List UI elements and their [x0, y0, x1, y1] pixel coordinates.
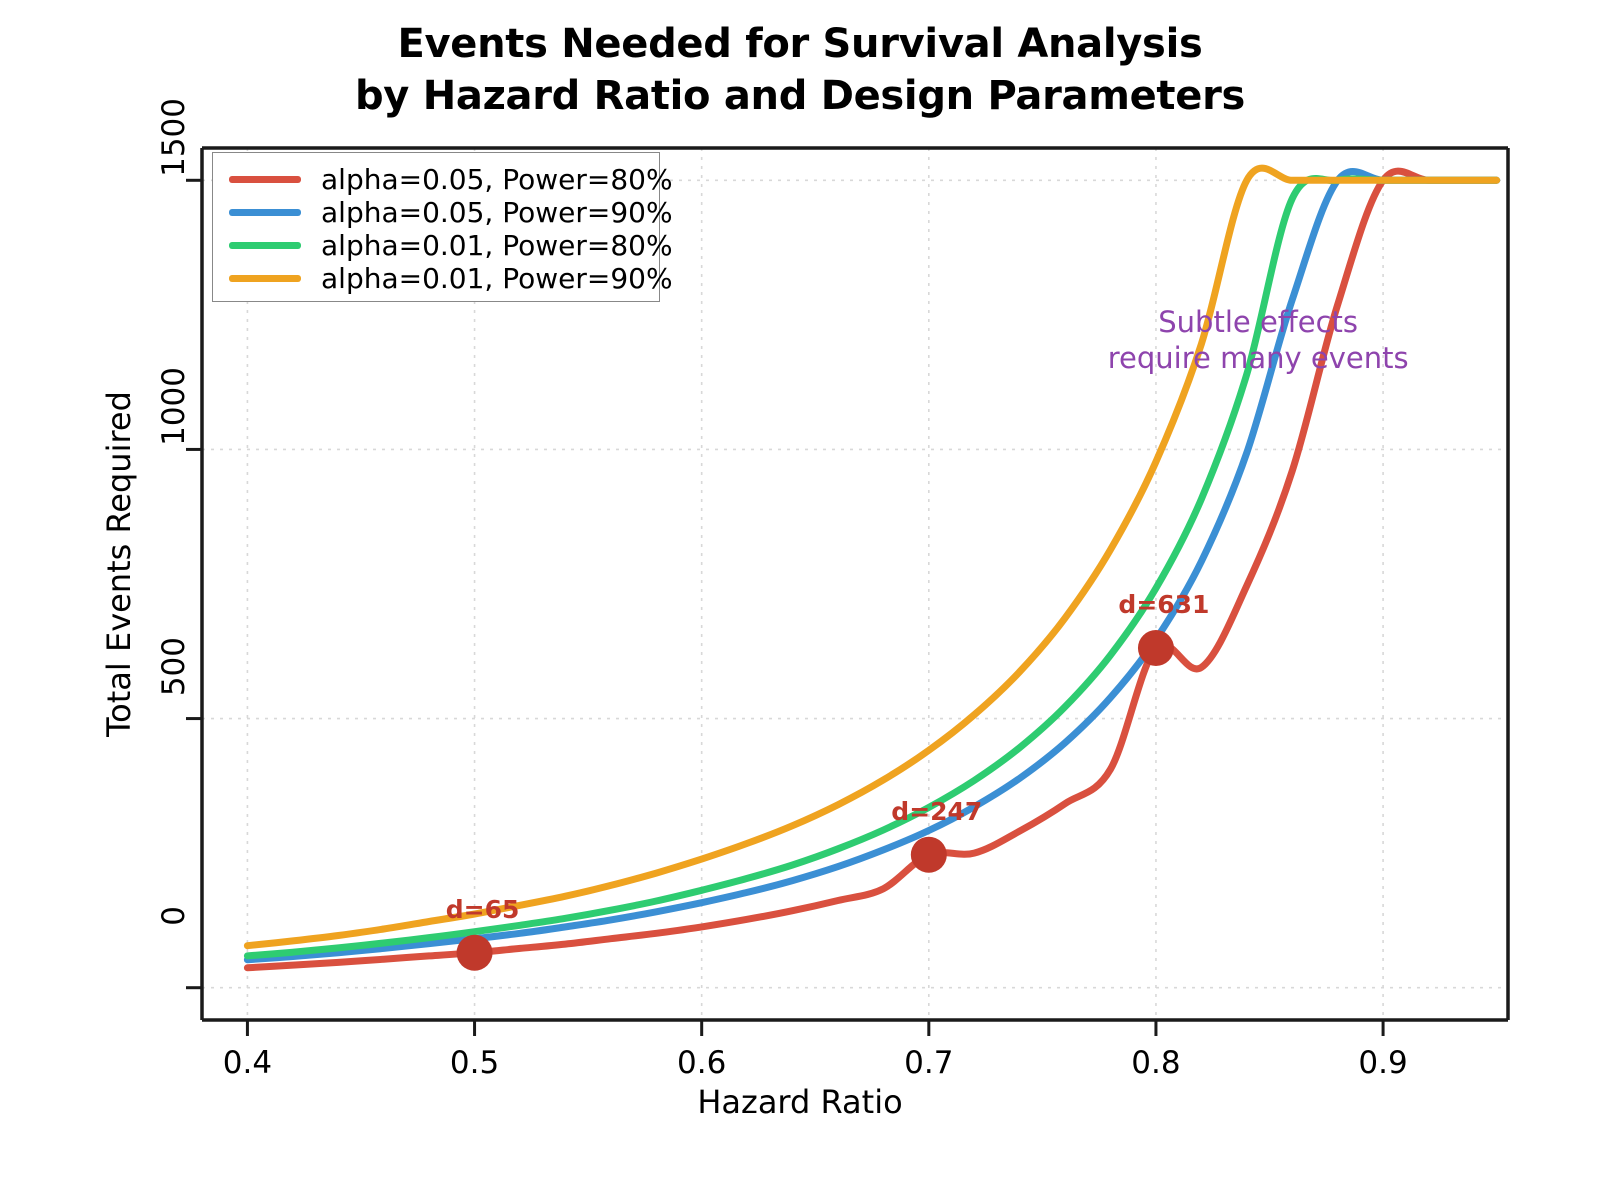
highlight-point-1[interactable] [910, 836, 947, 873]
chart-title-line-2: by Hazard Ratio and Design Parameters [354, 73, 1246, 119]
x-tick-label-5: 0.9 [1358, 1045, 1408, 1081]
y-tick-label-3: 1500 [156, 98, 192, 178]
legend-swatch-0 [229, 176, 301, 183]
x-tick-label-1: 0.5 [449, 1045, 500, 1081]
highlight-point-0[interactable] [456, 934, 493, 971]
chart-title: Events Needed for Survival Analysis by H… [0, 18, 1600, 122]
legend-item-3[interactable]: alpha=0.01, Power=90% [213, 262, 673, 295]
legend-item-0[interactable]: alpha=0.05, Power=80% [213, 163, 673, 196]
x-tick-label-0: 0.4 [222, 1045, 273, 1081]
legend-label-0: alpha=0.05, Power=80% [321, 163, 673, 196]
x-tick-label-4: 0.8 [1131, 1045, 1181, 1081]
legend-label-1: alpha=0.05, Power=90% [321, 196, 673, 229]
annotation-0-line-0: Subtle effects [1158, 304, 1359, 339]
y-tick-label-0: 0 [156, 905, 192, 926]
point-label-2: d=631 [1118, 590, 1210, 620]
point-label-0: d=65 [445, 894, 520, 924]
annotation-0-line-1: require many events [1107, 340, 1409, 375]
legend-item-2[interactable]: alpha=0.01, Power=80% [213, 229, 673, 262]
y-tick-label-1: 500 [156, 636, 192, 696]
chart-title-line-1: Events Needed for Survival Analysis [397, 21, 1203, 67]
series-line-2 [243, 175, 1501, 960]
chart-legend: alpha=0.05, Power=80% alpha=0.05, Power=… [212, 152, 673, 302]
legend-swatch-1 [229, 209, 301, 216]
annotation-0: Subtle effects require many events [1108, 304, 1409, 376]
legend-label-2: alpha=0.01, Power=80% [321, 229, 673, 262]
y-tick-label-2: 1000 [156, 367, 192, 447]
y-axis-label: Total Events Required [100, 391, 138, 737]
x-tick-label-2: 0.6 [677, 1045, 727, 1081]
highlight-point-2[interactable] [1137, 630, 1174, 667]
legend-swatch-2 [229, 242, 301, 249]
series-line-3 [243, 164, 1501, 950]
legend-item-1[interactable]: alpha=0.05, Power=90% [213, 196, 673, 229]
legend-swatch-3 [229, 275, 301, 282]
legend-label-3: alpha=0.01, Power=90% [321, 262, 673, 295]
point-label-1: d=247 [891, 796, 983, 826]
x-axis-label: Hazard Ratio [697, 1083, 903, 1121]
x-tick-label-3: 0.7 [904, 1045, 954, 1081]
